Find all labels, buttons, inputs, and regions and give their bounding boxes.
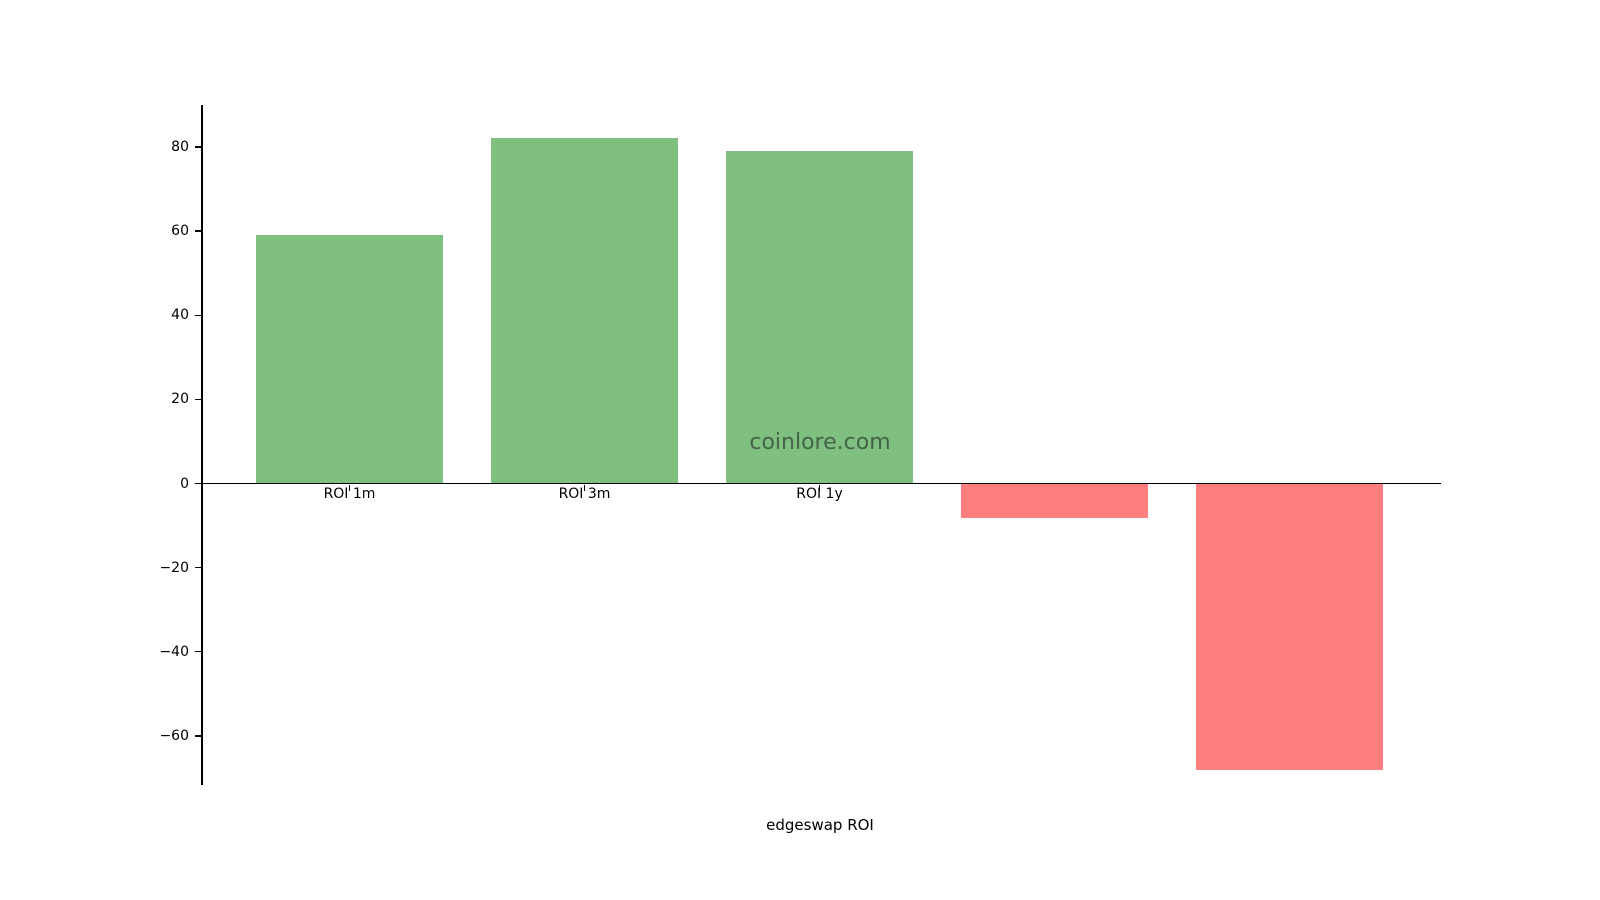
y-tick-label: 20	[171, 391, 189, 408]
y-tick-mark	[195, 651, 201, 653]
y-tick-mark	[195, 482, 201, 485]
bar-roi-1m	[256, 235, 443, 484]
y-tick-label: 0	[180, 475, 189, 492]
x-tick-mark	[583, 484, 586, 491]
x-axis-title: edgeswap ROI	[766, 816, 874, 834]
bar-roi-1y	[726, 151, 913, 484]
y-tick-label: 40	[171, 307, 189, 324]
y-tick-mark	[195, 566, 201, 569]
y-tick-label: −20	[159, 559, 189, 576]
x-tick-mark	[348, 484, 351, 491]
y-tick-mark	[195, 735, 201, 737]
x-tick-mark	[818, 484, 821, 491]
y-tick-mark	[195, 314, 201, 316]
y-tick-mark	[195, 398, 201, 401]
y-tick-mark	[195, 146, 201, 148]
x-axis-zero-line	[201, 483, 1441, 485]
bar-unlabeled-5	[1196, 484, 1383, 771]
y-tick-label: −40	[159, 643, 189, 660]
x-tick-label-roi-1y: ROI 1y	[796, 485, 843, 502]
x-tick-label-roi-1m: ROI 1m	[323, 485, 376, 502]
y-tick-label: 80	[171, 138, 189, 155]
y-axis-spine	[201, 105, 203, 785]
y-tick-mark	[195, 230, 201, 232]
bar-unlabeled-4	[961, 484, 1148, 518]
y-tick-label: 60	[171, 223, 189, 240]
y-tick-label: −60	[159, 727, 189, 744]
x-tick-label-roi-3m: ROI 3m	[558, 485, 611, 502]
watermark: coinlore.com	[749, 430, 891, 455]
bar-roi-3m	[491, 138, 678, 484]
